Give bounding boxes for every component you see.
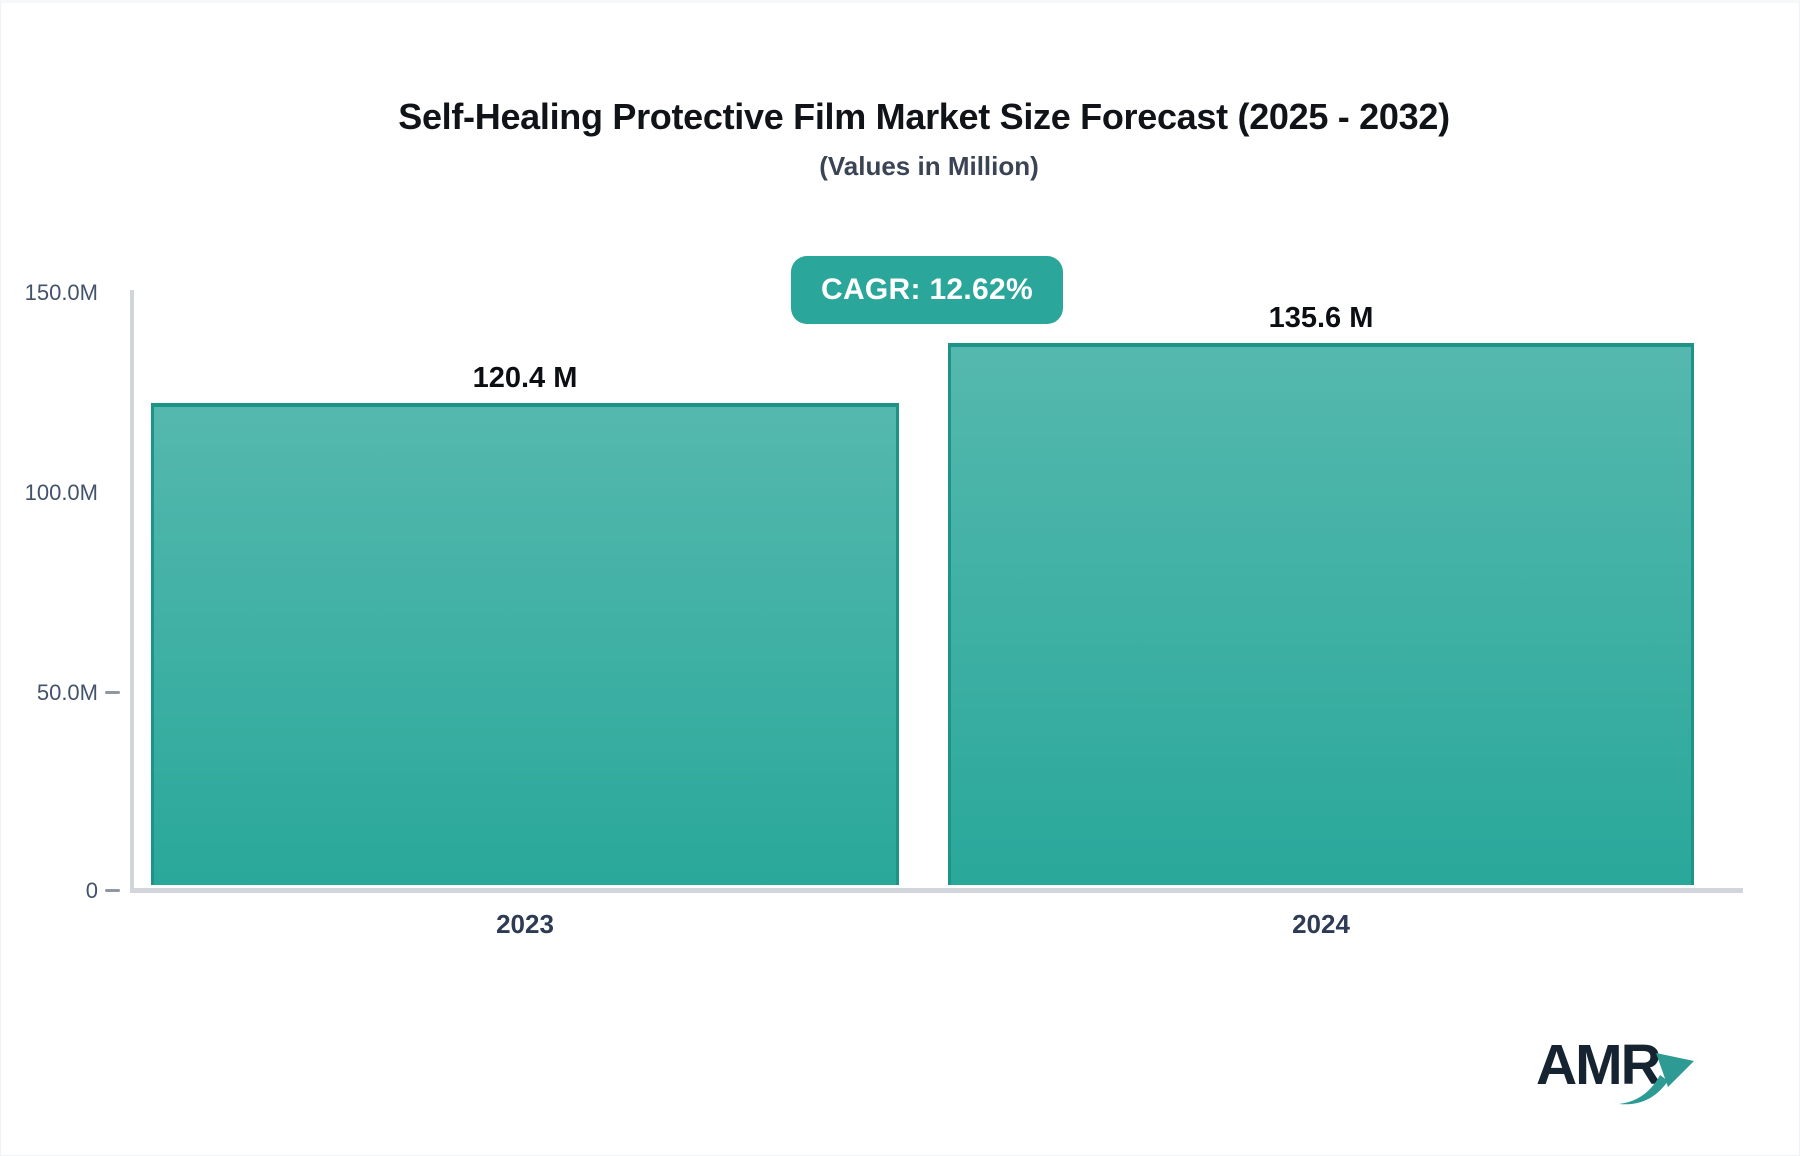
bar-value-label: 120.4 M: [472, 362, 578, 395]
x-axis-line: [130, 888, 1743, 893]
bar-2024: 135.6 M: [948, 302, 1694, 885]
bar-fill: [151, 403, 899, 885]
chart-title: Self-Healing Protective Film Market Size…: [398, 96, 1450, 137]
y-axis-tick-label: 0: [85, 878, 98, 903]
bar-2023: 120.4 M: [151, 362, 899, 885]
amr-logo-text: AMR: [1536, 1033, 1662, 1097]
y-tick-mark: [105, 889, 120, 892]
amr-logo: AMR: [1521, 1031, 1781, 1131]
cagr-badge-label: CAGR: 12.62%: [820, 273, 1034, 306]
y-axis-tick-label: 150.0M: [24, 280, 98, 305]
cagr-badge: CAGR: 12.62%: [790, 256, 1064, 324]
bar-value-label: 135.6 M: [1268, 301, 1374, 334]
chart-subtitle: (Values in Million): [819, 151, 1039, 181]
bar-fill: [948, 342, 1694, 885]
y-axis-line: [130, 290, 134, 891]
y-axis-tick-label: 50.0M: [36, 680, 98, 705]
x-axis-tick-label: 2023: [496, 909, 554, 939]
x-axis-tick-label: 2024: [1292, 909, 1350, 939]
growth-arrow-icon: [1619, 1053, 1694, 1105]
y-axis-tick-label: 100.0M: [24, 480, 98, 505]
y-tick-mark: [105, 691, 120, 694]
